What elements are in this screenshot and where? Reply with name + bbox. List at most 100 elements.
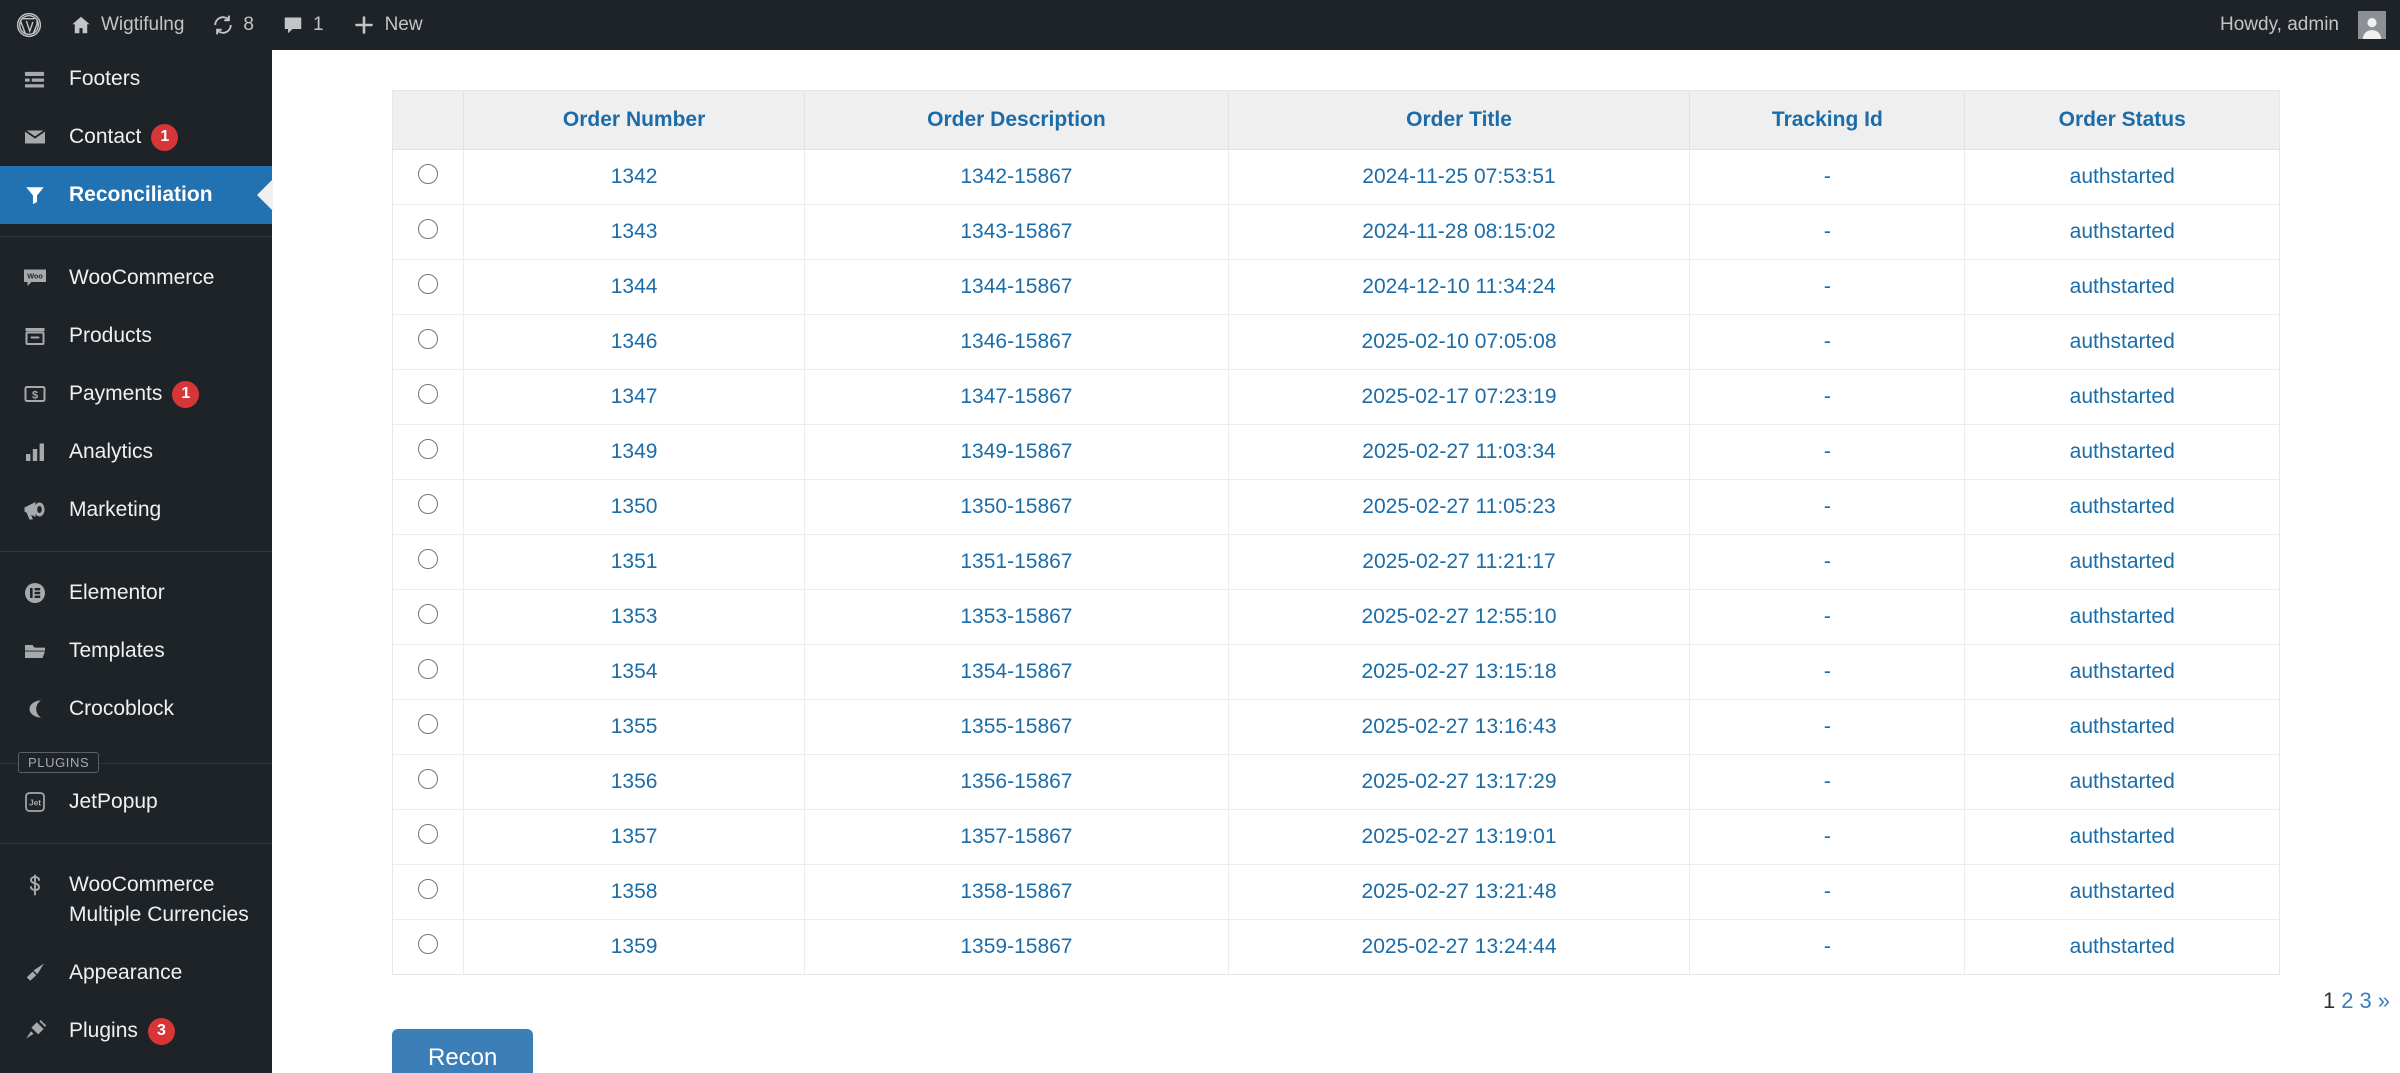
sidebar-item-analytics[interactable]: Analytics: [0, 423, 272, 481]
table-row: 1356 1356-15867 2025-02-27 13:17:29- authst…: [392, 754, 2280, 810]
table-row: 1342 1342-15867 2024-11-25 07:53:51- authst…: [392, 149, 2280, 205]
column-header-order-title[interactable]: Order Title: [1228, 90, 1691, 150]
new-content-button[interactable]: New: [338, 0, 437, 50]
pagination-page-link[interactable]: 3: [2359, 988, 2372, 1013]
elementor-icon: [18, 578, 51, 608]
order-select-radio[interactable]: [418, 439, 439, 459]
order-number-cell: 1350: [463, 479, 806, 535]
order-number-cell: 1359: [463, 919, 806, 975]
order-select-radio[interactable]: [418, 769, 439, 789]
tracking-id-cell: -: [1689, 589, 1966, 645]
new-label: New: [384, 14, 423, 35]
sidebar-divider: [0, 843, 272, 844]
table-row: 1346 1346-15867 2025-02-10 07:05:08- authst…: [392, 314, 2280, 370]
table-row: 1353 1353-15867 2025-02-27 12:55:10- authst…: [392, 589, 2280, 645]
wordpress-logo-button[interactable]: [0, 0, 56, 50]
updates-button[interactable]: 8: [198, 0, 268, 50]
order-select-radio[interactable]: [418, 659, 439, 679]
order-number-cell: 1354: [463, 644, 806, 700]
sidebar-item-label: Plugins 3: [69, 1016, 258, 1046]
sidebar-item-marketing[interactable]: Marketing: [0, 481, 272, 539]
home-icon: [70, 14, 92, 36]
tracking-id-cell: -: [1689, 644, 1966, 700]
order-status-cell: authstarted: [1964, 864, 2280, 920]
order-title-cell: 2025-02-27 13:21:48: [1228, 864, 1691, 920]
sidebar-item-label: Payments 1: [69, 379, 258, 409]
order-select-radio[interactable]: [418, 219, 439, 239]
sidebar-item-footers[interactable]: Footers: [0, 50, 272, 108]
order-title-cell: 2024-11-28 08:15:02: [1228, 204, 1691, 260]
svg-text:Woo: Woo: [27, 271, 43, 280]
order-select-radio[interactable]: [418, 934, 439, 954]
sidebar-item-products[interactable]: Products: [0, 307, 272, 365]
pagination-page-link[interactable]: 2: [2341, 988, 2354, 1013]
order-select-radio[interactable]: [418, 604, 439, 624]
tracking-id-cell: -: [1689, 479, 1966, 535]
sidebar-item-jetpopup[interactable]: Jet JetPopup: [0, 773, 272, 831]
order-select-radio[interactable]: [418, 824, 439, 844]
row-select-cell: [392, 809, 465, 865]
order-description-cell: 1355-15867: [804, 699, 1229, 755]
order-title-cell: 2025-02-17 07:23:19: [1228, 369, 1691, 425]
orders-table-body: 1342 1342-15867 2024-11-25 07:53:51- authst…: [392, 149, 2280, 975]
sidebar-item-reconciliation[interactable]: Reconciliation: [0, 166, 272, 224]
order-status-cell: authstarted: [1964, 534, 2280, 590]
order-status-cell: authstarted: [1964, 479, 2280, 535]
table-row: 1350 1350-15867 2025-02-27 11:05:23- authst…: [392, 479, 2280, 535]
order-status-cell: authstarted: [1964, 644, 2280, 700]
column-header-select[interactable]: [392, 90, 465, 150]
comment-bubble-icon: [282, 14, 304, 36]
sidebar-item-templates[interactable]: Templates: [0, 622, 272, 680]
sidebar-item-appearance[interactable]: Appearance: [0, 944, 272, 1002]
orders-table: Order Number Order Description Order Tit…: [392, 90, 2280, 975]
column-header-order-status[interactable]: Order Status: [1964, 90, 2280, 150]
order-description-cell: 1351-15867: [804, 534, 1229, 590]
recon-button[interactable]: Recon: [392, 1029, 534, 1073]
tracking-id-cell: -: [1689, 149, 1966, 205]
sidebar-divider: [0, 236, 272, 237]
sidebar-item-elementor[interactable]: Elementor: [0, 564, 272, 622]
order-select-radio[interactable]: [418, 164, 439, 184]
order-select-radio[interactable]: [418, 879, 439, 899]
row-select-cell: [392, 644, 465, 700]
sidebar-item-payments[interactable]: $ Payments 1: [0, 365, 272, 423]
order-select-radio[interactable]: [418, 384, 439, 404]
comments-button[interactable]: 1: [268, 0, 338, 50]
order-select-radio[interactable]: [418, 329, 439, 349]
tracking-id-cell: -: [1689, 809, 1966, 865]
order-description-cell: 1354-15867: [804, 644, 1229, 700]
folder-icon: [18, 636, 51, 666]
order-description-cell: 1350-15867: [804, 479, 1229, 535]
sidebar-item-crocoblock[interactable]: Crocoblock: [0, 680, 272, 738]
order-select-radio[interactable]: [418, 494, 439, 514]
sidebar-item-woocommerce[interactable]: Woo WooCommerce: [0, 249, 272, 307]
account-menu[interactable]: Howdy, admin: [2206, 0, 2400, 50]
row-select-cell: [392, 149, 465, 205]
order-description-cell: 1358-15867: [804, 864, 1229, 920]
sidebar-item-label: Products: [69, 324, 152, 347]
table-row: 1358 1358-15867 2025-02-27 13:21:48- authst…: [392, 864, 2280, 920]
order-number-cell: 1349: [463, 424, 806, 480]
order-title-cell: 2025-02-27 13:17:29: [1228, 754, 1691, 810]
order-title-cell: 2025-02-27 13:16:43: [1228, 699, 1691, 755]
order-select-radio[interactable]: [418, 549, 439, 569]
sidebar-item-plugins[interactable]: Plugins 3: [0, 1002, 272, 1060]
order-select-radio[interactable]: [418, 274, 439, 294]
site-name-menu[interactable]: Wigtifulng: [56, 0, 198, 50]
order-title-cell: 2025-02-10 07:05:08: [1228, 314, 1691, 370]
column-header-tracking-id[interactable]: Tracking Id: [1689, 90, 1966, 150]
plugins-section-header: PLUGINS: [0, 752, 272, 773]
plugins-badge: 3: [147, 1017, 175, 1045]
tracking-id-cell: -: [1689, 699, 1966, 755]
updates-count: 8: [243, 14, 254, 35]
pagination-next-link[interactable]: »: [2377, 988, 2390, 1013]
sidebar-item-contact[interactable]: Contact 1: [0, 108, 272, 166]
sidebar-item-woocommerce-multiple-currencies[interactable]: WooCommerce Multiple Currencies: [0, 856, 272, 944]
order-number-cell: 1343: [463, 204, 806, 260]
order-description-cell: 1359-15867: [804, 919, 1229, 975]
column-header-order-number[interactable]: Order Number: [463, 90, 806, 150]
column-header-order-description[interactable]: Order Description: [804, 90, 1229, 150]
order-status-cell: authstarted: [1964, 369, 2280, 425]
order-number-cell: 1356: [463, 754, 806, 810]
order-select-radio[interactable]: [418, 714, 439, 734]
